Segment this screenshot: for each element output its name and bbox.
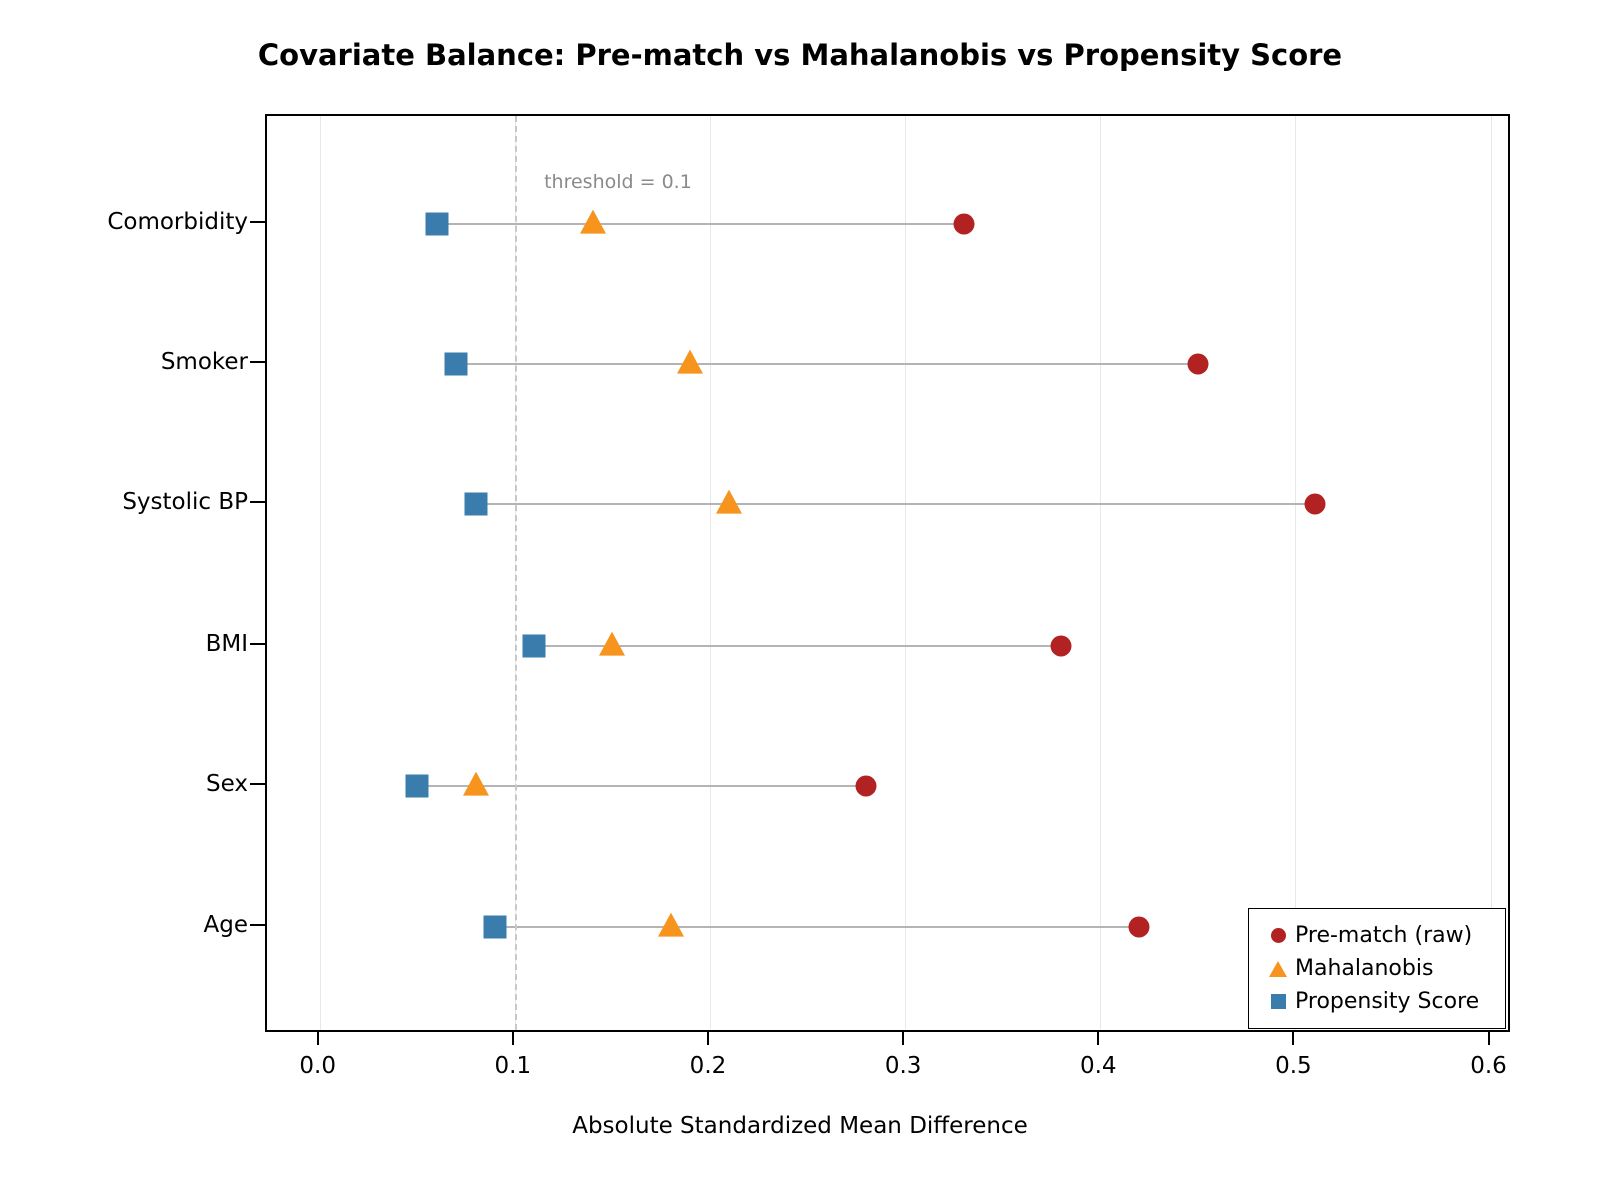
data-point-marker: [522, 634, 546, 658]
gridline-x-0.4: [1100, 116, 1102, 1030]
circle-glyph-icon: [1270, 928, 1286, 943]
x-tick-mark-0.3: [902, 1032, 905, 1045]
y-tick-mark-smoker: [250, 361, 265, 363]
x-axis-label: Absolute Standardized Mean Difference: [572, 1113, 1028, 1139]
y-tick-label-smoker: Smoker: [160, 349, 248, 375]
data-point-marker: [1050, 635, 1072, 657]
y-tick-label-systolic-bp: Systolic BP: [122, 489, 248, 515]
gridline-x-0.6: [1490, 116, 1492, 1030]
x-tick-label-0.6: 0.6: [1470, 1053, 1507, 1079]
gridline-x-0.2: [709, 116, 711, 1030]
data-point-marker: [464, 492, 488, 516]
row-connector: [417, 785, 867, 787]
y-tick-mark-bmi: [250, 643, 265, 645]
data-point-marker: [1128, 916, 1150, 938]
legend-entry[interactable]: Propensity Score: [1261, 985, 1493, 1018]
x-tick-label-0.3: 0.3: [884, 1053, 922, 1079]
y-tick-mark-sex: [250, 783, 265, 785]
gridline-x-0.3: [905, 116, 907, 1030]
row-connector: [475, 503, 1315, 505]
row-connector: [436, 223, 964, 225]
x-tick-mark-0.6: [1487, 1032, 1490, 1045]
x-tick-mark-0.0: [316, 1032, 319, 1045]
data-point-marker: [716, 489, 743, 514]
legend-square-icon: [1261, 994, 1295, 1009]
x-tick-mark-0.4: [1097, 1032, 1100, 1045]
row-connector: [495, 926, 1140, 928]
y-tick-label-age: Age: [203, 912, 248, 938]
data-point-marker: [1187, 353, 1209, 375]
x-tick-label-0.5: 0.5: [1275, 1053, 1312, 1079]
legend-triangle-icon: [1261, 960, 1295, 977]
y-tick-label-bmi: BMI: [205, 631, 248, 657]
row-connector: [534, 645, 1062, 647]
data-point-marker: [599, 631, 626, 656]
legend-label: Pre-match (raw): [1295, 923, 1473, 948]
x-tick-mark-0.1: [511, 1032, 514, 1045]
data-point-marker: [677, 349, 704, 374]
y-tick-label-sex: Sex: [206, 771, 248, 797]
gridline-x-0.0: [319, 116, 321, 1030]
legend-label: Mahalanobis: [1295, 956, 1434, 981]
x-tick-mark-0.2: [706, 1032, 709, 1045]
legend-entry[interactable]: Pre-match (raw): [1261, 919, 1493, 952]
gridline-x-0.5: [1295, 116, 1297, 1030]
y-tick-label-comorbidity: Comorbidity: [107, 209, 248, 235]
triangle-glyph-icon: [1269, 960, 1287, 977]
x-tick-mark-0.5: [1292, 1032, 1295, 1045]
page-title: Covariate Balance: Pre-match vs Mahalano…: [257, 38, 1343, 72]
y-tick-mark-age: [250, 924, 265, 926]
data-point-marker: [579, 209, 606, 234]
data-point-marker: [425, 212, 449, 236]
legend-label: Propensity Score: [1295, 989, 1480, 1014]
data-point-marker: [855, 775, 877, 797]
threshold-line: [514, 116, 517, 1030]
y-tick-mark-systolic-bp: [250, 501, 265, 503]
data-point-marker: [483, 915, 507, 939]
data-point-marker: [405, 774, 429, 798]
plot-area: threshold = 0.1: [265, 114, 1510, 1032]
data-point-marker: [462, 771, 489, 796]
chart-legend: Pre-match (raw) Mahalanobis Propensity Sco…: [1248, 908, 1506, 1029]
square-glyph-icon: [1270, 994, 1286, 1009]
row-connector: [456, 363, 1198, 365]
x-tick-label-0.0: 0.0: [299, 1053, 336, 1079]
threshold-annotation-label: threshold = 0.1: [544, 171, 692, 194]
legend-circle-icon: [1261, 928, 1295, 943]
data-point-marker: [444, 352, 468, 376]
y-tick-mark-comorbidity: [250, 221, 265, 223]
data-point-marker: [657, 912, 684, 937]
legend-entry[interactable]: Mahalanobis: [1261, 952, 1493, 985]
x-tick-label-0.1: 0.1: [494, 1053, 532, 1079]
x-tick-label-0.4: 0.4: [1079, 1053, 1117, 1079]
x-tick-label-0.2: 0.2: [689, 1053, 727, 1079]
data-point-marker: [953, 213, 975, 235]
data-point-marker: [1304, 493, 1326, 515]
